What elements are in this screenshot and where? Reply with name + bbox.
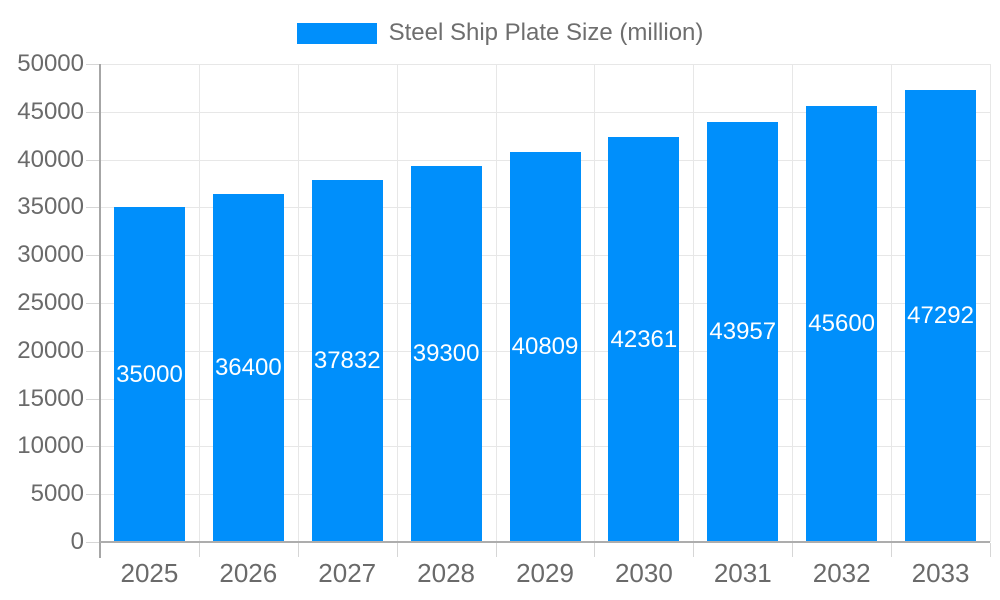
bar-2030[interactable]: 42361: [608, 137, 680, 542]
y-axis-tick: [86, 542, 100, 543]
bar-2025[interactable]: 35000: [113, 207, 185, 542]
x-axis-tick: [396, 543, 398, 557]
y-axis-tick-label: 50000: [17, 50, 84, 77]
legend-label: Steel Ship Plate Size (million): [388, 19, 704, 46]
x-axis-tick: [198, 543, 200, 557]
y-axis-line: [99, 64, 101, 558]
x-axis-label-2030: 2030: [614, 558, 673, 588]
x-axis-line: [100, 541, 990, 543]
bar-value-label: 42361: [610, 325, 678, 353]
x-axis-tick: [495, 543, 497, 557]
y-axis-tick-label: 10000: [17, 432, 84, 460]
bar-2031[interactable]: 43957: [707, 121, 779, 542]
x-axis-label-2027: 2027: [318, 558, 377, 588]
bar-2027[interactable]: 37832: [311, 180, 383, 542]
x-axis-tick: [990, 543, 991, 557]
v-gridline: [198, 64, 200, 542]
legend-item[interactable]: Steel Ship Plate Size (million): [0, 16, 1000, 50]
h-gridline: [100, 111, 990, 113]
y-axis-tick: [86, 303, 100, 304]
y-axis-tick: [86, 255, 100, 257]
bar-value-label: 37832: [313, 347, 381, 375]
v-gridline: [495, 64, 497, 542]
y-axis-tick: [86, 64, 100, 65]
x-axis-label-2028: 2028: [417, 558, 476, 588]
y-axis-tick: [86, 207, 100, 209]
v-gridline: [792, 64, 794, 542]
y-axis-tick-label: 35000: [17, 193, 84, 221]
v-gridline: [990, 64, 991, 542]
y-axis-tick-label: 25000: [17, 289, 84, 316]
bar-2032[interactable]: 45600: [806, 106, 878, 542]
x-axis-tick: [792, 543, 794, 557]
v-gridline: [891, 64, 893, 542]
x-axis-label-2026: 2026: [219, 558, 278, 588]
x-axis-label-2032: 2032: [812, 558, 871, 588]
bar-2028[interactable]: 39300: [410, 166, 482, 542]
x-axis-tick: [693, 543, 695, 557]
bar-value-label: 36400: [214, 354, 282, 381]
h-gridline: [100, 64, 990, 65]
y-axis-tick: [86, 494, 100, 496]
y-axis-tick: [86, 111, 100, 113]
bar-value-label: 40809: [511, 332, 579, 360]
y-axis-tick-label: 30000: [17, 241, 84, 269]
y-axis-tick-label: 40000: [17, 145, 84, 173]
x-axis-label-2033: 2033: [911, 558, 970, 588]
bar-value-label: 43957: [709, 317, 777, 345]
bar-value-label: 47292: [907, 301, 974, 329]
bar-value-label: 45600: [808, 310, 876, 338]
v-gridline: [396, 64, 398, 542]
bar-value-label: 39300: [412, 340, 480, 368]
y-axis-tick-label: 20000: [17, 336, 84, 364]
x-axis-label-2025: 2025: [120, 558, 179, 588]
y-axis-tick-label: 0: [70, 528, 84, 555]
y-axis-tick-label: 5000: [30, 480, 84, 508]
y-axis-tick: [86, 350, 100, 352]
x-axis-label-2031: 2031: [713, 558, 772, 588]
x-axis-tick: [891, 543, 893, 557]
y-axis-tick: [86, 398, 100, 400]
bar-2033[interactable]: 47292: [905, 89, 977, 542]
y-axis-tick-label: 45000: [17, 97, 84, 125]
x-axis-tick: [594, 543, 596, 557]
x-axis-tick: [297, 543, 299, 557]
x-axis-label-2029: 2029: [516, 558, 574, 588]
v-gridline: [594, 64, 596, 542]
bar-value-label: 35000: [116, 360, 183, 388]
v-gridline: [297, 64, 299, 542]
y-axis-tick-label: 15000: [17, 384, 84, 412]
bar-2026[interactable]: 36400: [212, 194, 284, 542]
v-gridline: [693, 64, 695, 542]
bar-2029[interactable]: 40809: [509, 151, 581, 542]
y-axis-tick: [86, 446, 100, 448]
legend-swatch-icon: [296, 22, 377, 44]
y-axis-tick: [86, 159, 100, 161]
